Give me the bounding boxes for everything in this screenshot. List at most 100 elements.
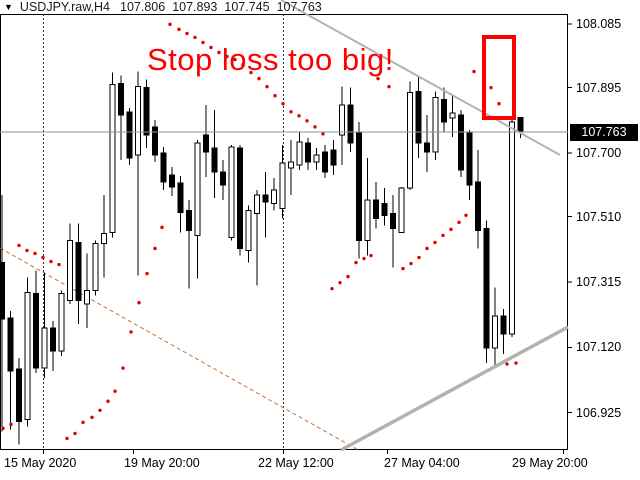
time-axis-label: 29 May 20:00 <box>512 456 588 470</box>
candle-bearish <box>415 91 422 144</box>
sar-dot <box>257 76 261 81</box>
sar-dot <box>113 389 117 393</box>
candle-bullish <box>135 86 141 156</box>
candle-bullish <box>24 292 31 420</box>
candle-bearish <box>483 227 490 349</box>
candle-bearish <box>305 142 311 163</box>
sar-dot <box>354 260 358 265</box>
sar-dot <box>472 69 476 74</box>
candle-bullish <box>194 142 201 236</box>
time-axis-label: 19 May 20:00 <box>124 456 200 470</box>
orange-dashed-trendline <box>0 247 361 452</box>
sar-dot <box>17 243 21 248</box>
open-value: 107.806 <box>120 0 166 14</box>
sar-dot <box>98 408 102 412</box>
sar-dot <box>441 233 445 238</box>
descending-trendline <box>280 0 561 156</box>
sar-dot <box>457 220 461 225</box>
sar-dot <box>281 102 285 106</box>
ascending-trendline <box>340 325 569 452</box>
candle-bearish <box>330 149 337 166</box>
sar-dot <box>273 94 277 98</box>
sar-dot <box>249 70 253 75</box>
candle-bearish <box>390 212 396 229</box>
candle-bearish <box>160 152 167 183</box>
sar-dot <box>417 255 421 260</box>
candle-bearish <box>50 327 56 352</box>
candle-bearish <box>441 99 447 123</box>
sar-dot <box>338 280 342 285</box>
candle-bearish <box>118 83 124 116</box>
candle-bullish <box>109 84 116 233</box>
candle-bullish <box>254 194 260 214</box>
sar-dot <box>65 436 69 441</box>
sar-dot <box>129 330 133 334</box>
price-axis-label: 108.085 <box>576 17 622 32</box>
candle-bearish <box>517 116 524 133</box>
candle-bearish <box>424 142 430 153</box>
sar-dot <box>514 361 518 365</box>
symbol-dropdown-triangle-icon[interactable]: ▼ <box>4 2 13 12</box>
sar-dot <box>464 213 468 218</box>
price-axis-label: 107.895 <box>576 80 622 95</box>
sar-dot <box>449 227 453 232</box>
time-axis-label: 22 May 12:00 <box>258 456 334 470</box>
candle-bullish <box>398 187 405 233</box>
price-axis-label: 107.315 <box>576 274 622 289</box>
candle-bearish <box>458 114 464 171</box>
candle-bearish <box>169 174 175 188</box>
candle-bullish <box>228 146 235 238</box>
candle-bullish <box>509 121 515 335</box>
sar-dot <box>346 274 350 279</box>
candle-bearish <box>356 132 362 241</box>
time-axis-label: 15 May 2020 <box>4 456 77 470</box>
candle-bullish <box>67 239 73 302</box>
time-axis-label: 27 May 04:00 <box>384 456 460 470</box>
candle-bearish <box>7 317 14 372</box>
sar-dot <box>153 246 157 251</box>
candle-bullish <box>407 92 413 189</box>
sar-dot <box>241 62 245 67</box>
sar-dot <box>433 240 437 245</box>
candle-bearish <box>220 171 226 186</box>
price-axis-label: 107.510 <box>576 209 622 224</box>
sar-dot <box>297 114 301 118</box>
symbol-timeframe-label: USDJPY.raw,H4 <box>19 0 111 14</box>
chart-title: ▼ USDJPY.raw,H4 107.806 107.893 107.745 … <box>4 0 329 14</box>
candle-bearish <box>262 194 269 203</box>
sar-dot <box>362 256 366 261</box>
candle-bearish <box>211 147 218 173</box>
candle-bearish <box>237 147 243 249</box>
sar-dot <box>193 35 197 40</box>
sar-dot <box>497 102 501 106</box>
candle-bearish <box>16 368 22 422</box>
sar-dot <box>217 50 221 55</box>
candle-bearish <box>143 87 150 136</box>
sar-dot <box>168 22 172 27</box>
candle-bullish <box>432 97 439 153</box>
sar-dot <box>106 399 110 403</box>
sar-dot <box>33 251 37 256</box>
sar-dot <box>225 54 229 59</box>
candle-bearish <box>33 293 39 369</box>
candle-bearish <box>322 151 328 173</box>
sar-dot <box>321 132 325 136</box>
sar-dot <box>313 125 317 129</box>
sar-dot <box>90 415 94 420</box>
candle-bullish <box>92 242 99 292</box>
sar-dot <box>369 253 373 258</box>
sar-dot <box>49 259 53 264</box>
sar-dot <box>160 225 164 230</box>
price-axis-label: 107.700 <box>576 146 622 160</box>
annotation-rectangle <box>482 35 516 120</box>
high-value: 107.893 <box>172 0 218 14</box>
sar-dot <box>409 261 413 266</box>
sar-dot <box>265 84 269 89</box>
candle-bearish <box>475 181 481 231</box>
candle-bearish <box>152 126 158 156</box>
candle-bullish <box>492 315 498 349</box>
sar-dot <box>489 85 493 90</box>
sar-dot <box>81 420 85 425</box>
